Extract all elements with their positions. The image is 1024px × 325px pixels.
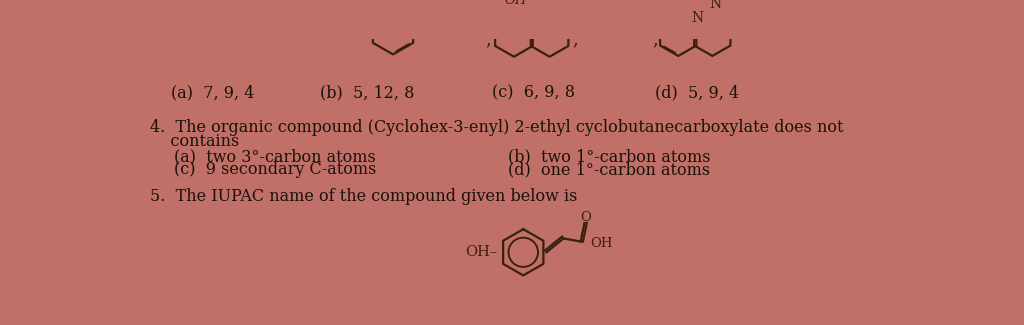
Text: 4.  The organic compound (Cyclohex-3-enyl) 2-ethyl cyclobutanecarboxylate does n: 4. The organic compound (Cyclohex-3-enyl… xyxy=(150,119,843,136)
Text: OH–: OH– xyxy=(465,245,497,259)
Text: O: O xyxy=(580,211,591,224)
Text: (b)  two 1°-carbon atoms: (b) two 1°-carbon atoms xyxy=(508,148,711,165)
Text: ,: , xyxy=(485,30,492,48)
Text: N: N xyxy=(691,11,703,25)
Text: (b)  5, 12, 8: (b) 5, 12, 8 xyxy=(321,84,415,101)
Text: (a)  two 3°-carbon atoms: (a) two 3°-carbon atoms xyxy=(174,148,376,165)
Text: ,: , xyxy=(652,30,657,48)
Text: (c)  9 secondary C-atoms: (c) 9 secondary C-atoms xyxy=(174,162,377,178)
Text: N: N xyxy=(710,0,722,10)
Text: (d)  one 1°-carbon atoms: (d) one 1°-carbon atoms xyxy=(508,162,710,178)
Text: contains: contains xyxy=(150,133,239,150)
Text: OH: OH xyxy=(590,237,612,250)
Text: (c)  6, 9, 8: (c) 6, 9, 8 xyxy=(493,84,575,101)
Text: OH: OH xyxy=(504,0,526,7)
Text: (d)  5, 9, 4: (d) 5, 9, 4 xyxy=(655,84,739,101)
Text: ,: , xyxy=(572,30,579,48)
Text: 5.  The IUPAC name of the compound given below is: 5. The IUPAC name of the compound given … xyxy=(150,188,578,205)
Text: (a)  7, 9, 4: (a) 7, 9, 4 xyxy=(171,84,254,101)
